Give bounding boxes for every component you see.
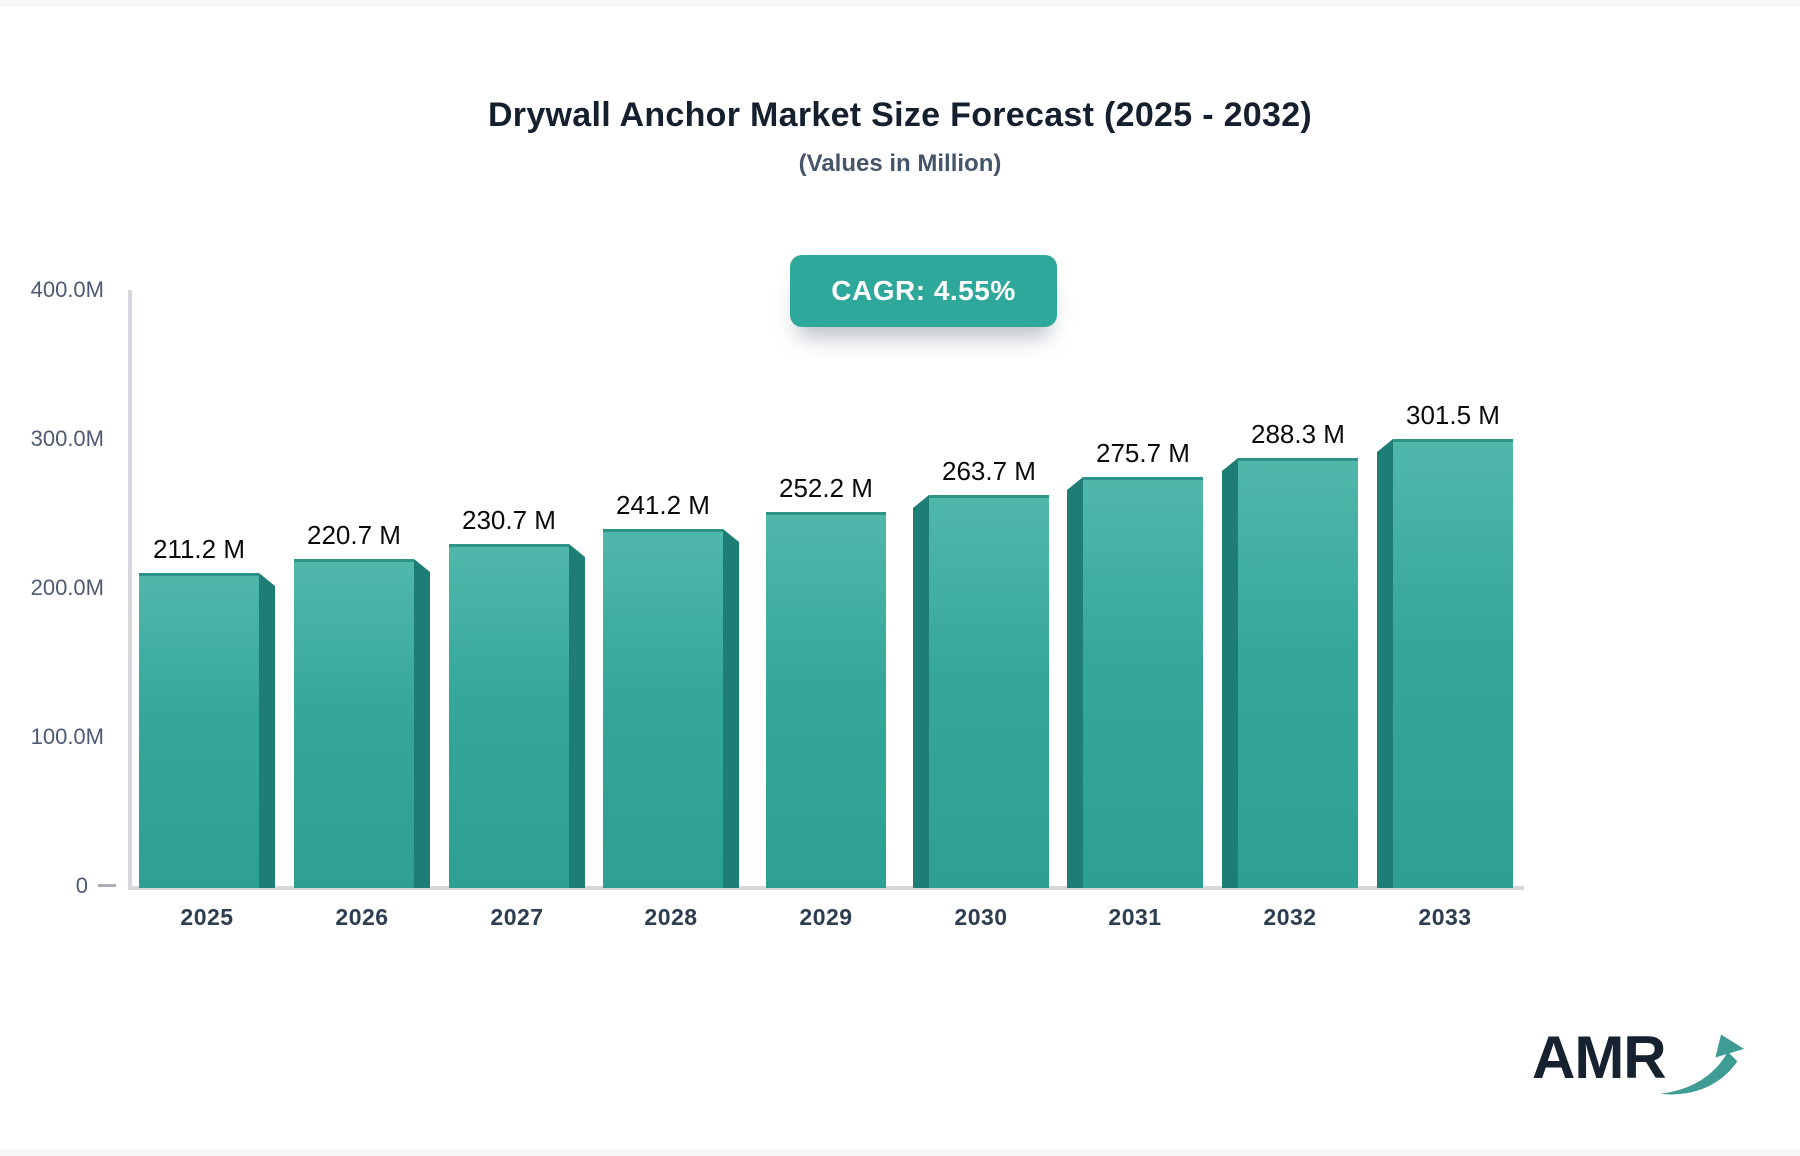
bar-column: 220.7 M — [294, 520, 430, 888]
bar-face — [449, 544, 569, 888]
bar-column: 288.3 M — [1222, 419, 1358, 888]
bar-value-label: 220.7 M — [307, 520, 401, 550]
x-axis-tick-label: 2025 — [180, 904, 234, 930]
bar-column: 301.5 M — [1377, 400, 1513, 888]
bottom-edge-strip — [0, 1149, 1800, 1156]
bar-value-label: 301.5 M — [1406, 400, 1500, 430]
bar-column: 211.2 M — [139, 534, 275, 888]
bar-face — [139, 573, 259, 888]
bar-side-3d — [1067, 477, 1083, 888]
bar-column: 252.2 M — [758, 473, 894, 888]
bar-side-3d — [913, 495, 929, 888]
brand-logo-text: AMR — [1532, 1024, 1667, 1091]
bar-side-3d — [1222, 458, 1238, 888]
page-subtitle: (Values in Million) — [798, 150, 1002, 177]
bar-face — [766, 512, 886, 888]
bar-face — [603, 529, 723, 888]
top-edge-strip — [0, 0, 1800, 7]
brand-logo: AMR — [1532, 1028, 1744, 1109]
bar-side-3d — [259, 573, 275, 888]
bar-value-label: 230.7 M — [462, 505, 556, 535]
page-title: Drywall Anchor Market Size Forecast (202… — [487, 96, 1313, 134]
bar-side-3d — [1377, 439, 1393, 888]
bar-value-label: 252.2 M — [779, 473, 873, 503]
bar-column: 275.7 M — [1067, 438, 1203, 888]
y-axis-tick-label: 300.0M — [30, 426, 104, 451]
y-axis-tick-label: 200.0M — [30, 575, 104, 600]
bar-value-label: 241.2 M — [616, 490, 710, 520]
zero-tick-dash — [98, 884, 116, 887]
bar-face — [1238, 458, 1358, 888]
y-axis-tick-label: 100.0M — [30, 724, 104, 749]
bar-face — [294, 559, 414, 888]
bar-side-3d — [414, 559, 430, 888]
bar-column: 241.2 M — [603, 490, 739, 888]
bar-side-3d — [569, 544, 585, 888]
bar-side-3d — [723, 529, 739, 888]
x-axis-tick-label: 2030 — [954, 904, 1008, 930]
bar-value-label: 263.7 M — [942, 456, 1036, 486]
x-axis-tick-label: 2029 — [799, 904, 853, 930]
y-axis-line — [128, 290, 132, 890]
bar-value-label: 288.3 M — [1251, 419, 1345, 449]
bar-column: 230.7 M — [449, 505, 585, 888]
bar-face — [1083, 477, 1203, 888]
x-axis-tick-label: 2026 — [335, 904, 389, 930]
growth-arrow-icon — [1658, 1032, 1744, 1109]
x-axis-tick-label: 2033 — [1418, 904, 1472, 930]
x-axis-tick-label: 2028 — [644, 904, 698, 930]
bar-value-label: 211.2 M — [152, 534, 245, 564]
bar-face — [929, 495, 1049, 888]
x-axis-tick-label: 2027 — [490, 904, 544, 930]
cagr-badge: CAGR: 4.55% — [790, 255, 1057, 327]
x-axis-tick-label: 2032 — [1263, 904, 1317, 930]
bar-value-label: 275.7 M — [1096, 438, 1190, 468]
bar-face — [1393, 439, 1513, 888]
bar-column: 263.7 M — [913, 456, 1049, 888]
y-axis-tick-label: 0 — [75, 873, 88, 898]
x-axis-tick-label: 2031 — [1108, 904, 1162, 930]
y-axis-tick-label: 400.0M — [30, 277, 104, 302]
x-axis-line — [128, 886, 1524, 890]
